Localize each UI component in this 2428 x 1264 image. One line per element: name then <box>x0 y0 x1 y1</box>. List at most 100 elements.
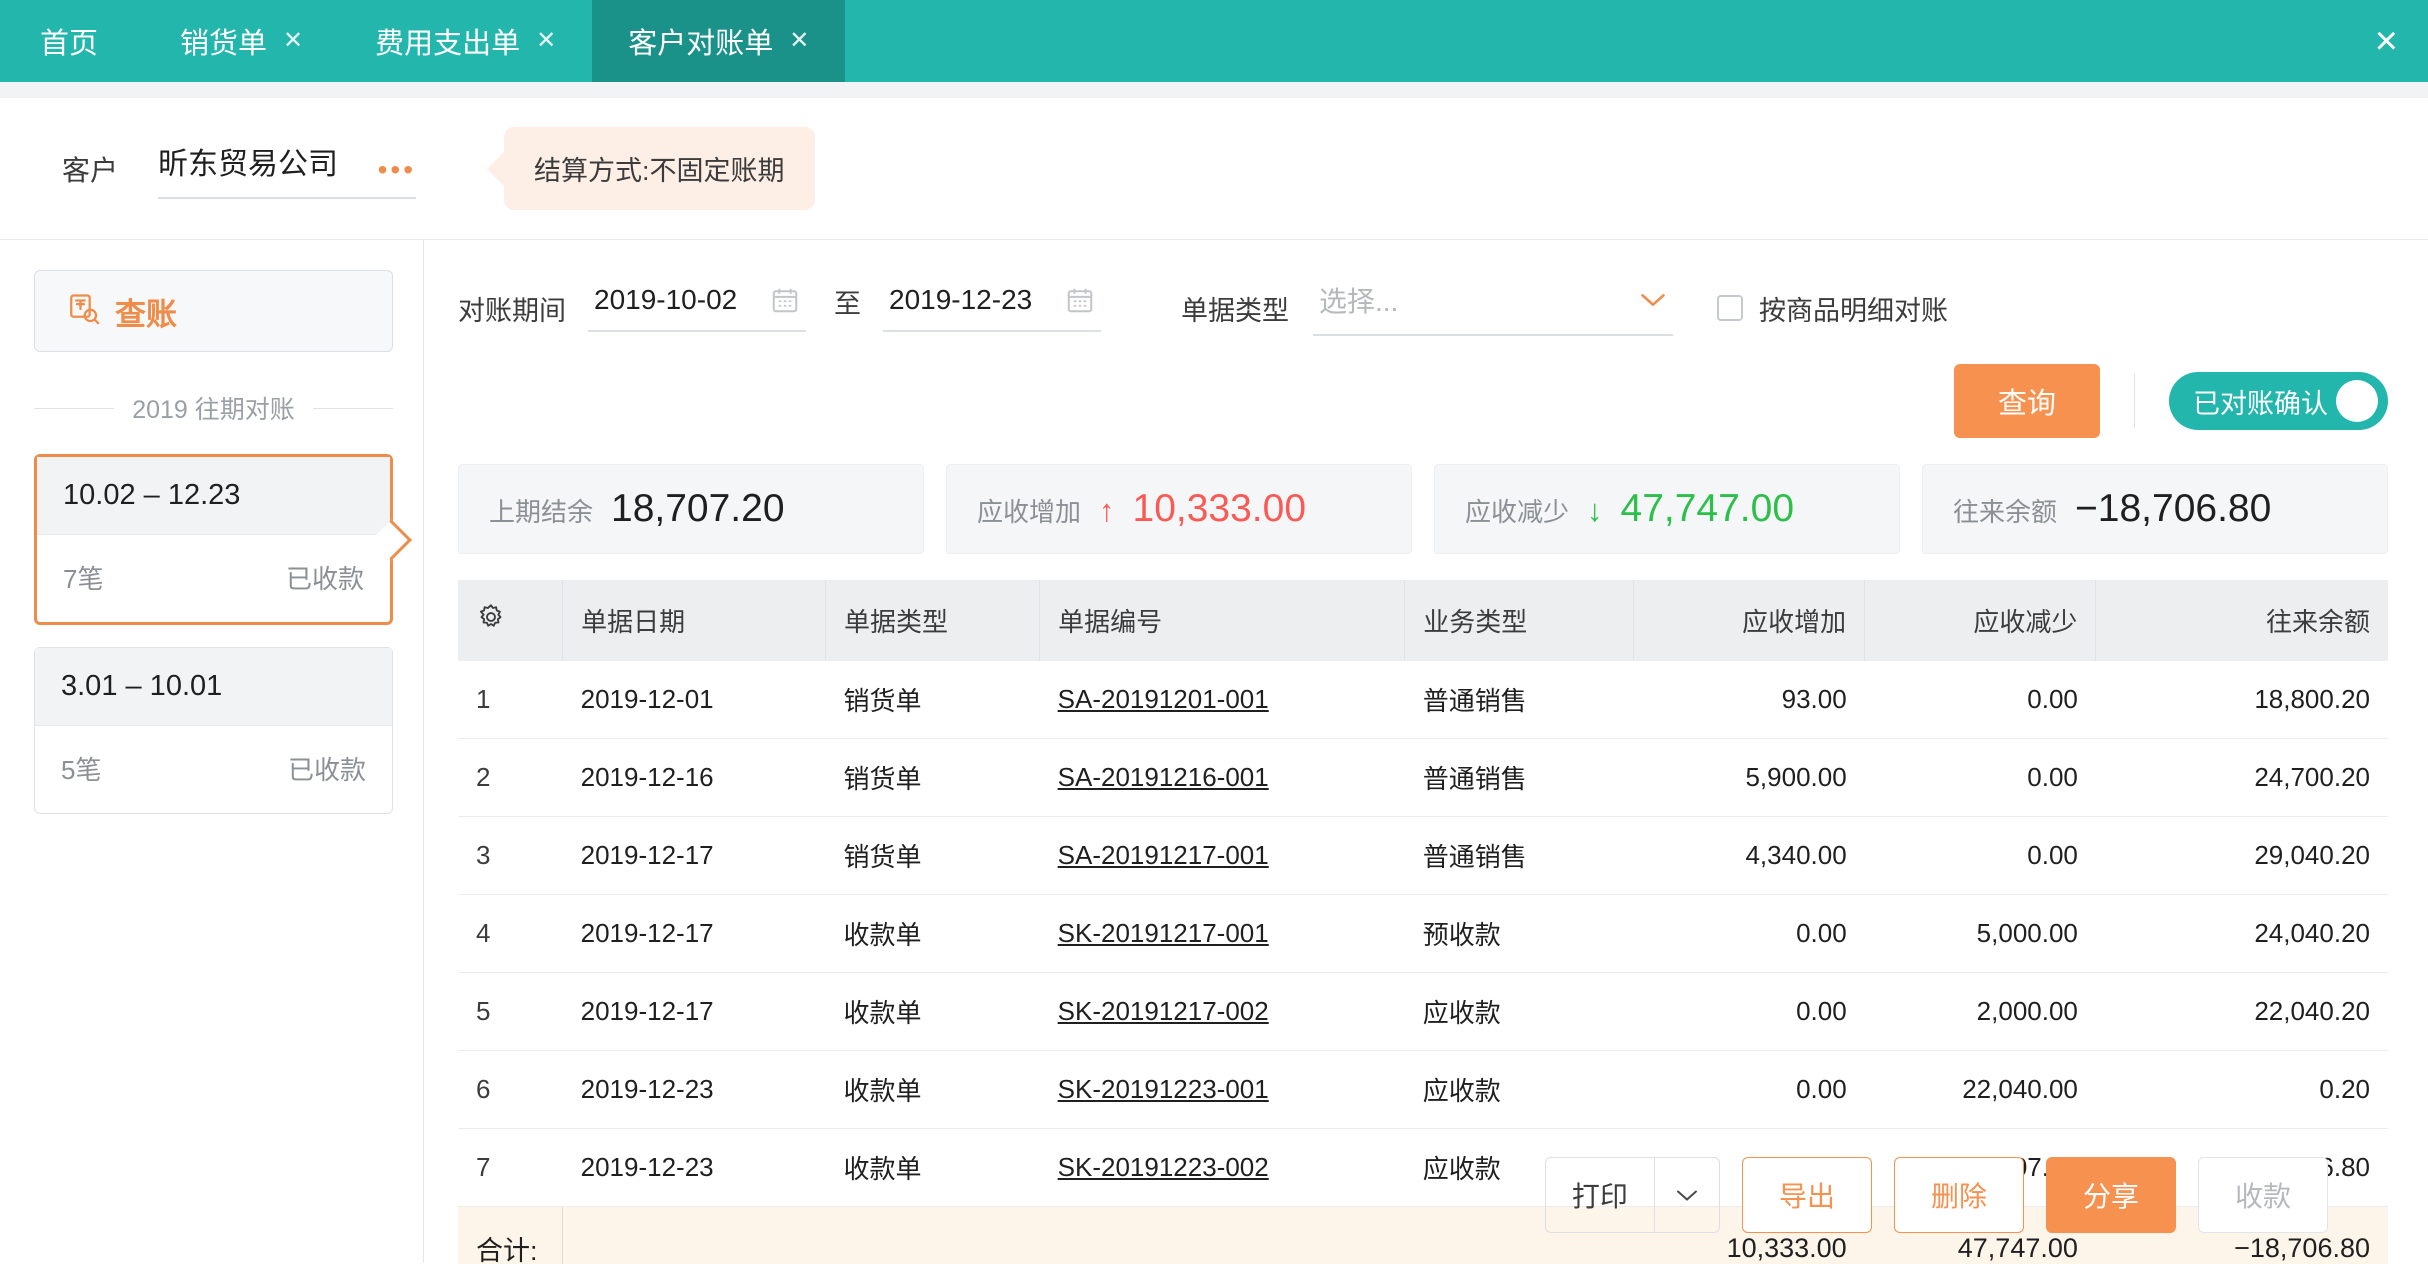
doc-link[interactable]: SA-20191201-001 <box>1057 684 1269 714</box>
doc-link[interactable]: SK-20191223-001 <box>1057 1074 1269 1104</box>
cell-decrease: 5,000.00 <box>1864 894 2096 973</box>
summary-card-receivable-increase: 应收增加 ↑ 10,333.00 <box>946 464 1412 554</box>
date-from-value: 2019-10-02 <box>594 284 738 315</box>
doc-link[interactable]: SK-20191217-002 <box>1057 996 1269 1026</box>
header-spacer <box>0 82 2428 98</box>
cell-doc-type: 销货单 <box>825 661 1040 739</box>
doctype-filter-label: 单据类型 <box>1181 295 1289 326</box>
header-increase[interactable]: 应收增加 <box>1633 580 1866 661</box>
cell-doc-no[interactable]: SA-20191216-001 <box>1039 738 1405 817</box>
cell-decrease: 0.00 <box>1864 661 2096 739</box>
doc-link[interactable]: SK-20191217-001 <box>1057 918 1269 948</box>
cell-doc-no[interactable]: SA-20191217-001 <box>1039 816 1405 895</box>
toggle-knob[interactable] <box>2336 380 2378 422</box>
card-value: 10,333.00 <box>1132 487 1307 530</box>
print-split-button[interactable]: 打印 <box>1544 1157 1720 1233</box>
cell-doc-no[interactable]: SK-20191217-002 <box>1039 972 1405 1051</box>
card-label: 应收减少 <box>1465 497 1570 527</box>
totals-empty-type <box>825 1206 1040 1264</box>
summary-card-opening-balance: 上期结余 18,707.20 <box>458 464 924 554</box>
window-close-icon[interactable]: × <box>2374 18 2398 63</box>
calendar-icon[interactable] <box>770 285 800 315</box>
table-row[interactable]: 4 2019-12-17 收款单 SK-20191217-001 预收款 0.0… <box>458 894 2388 973</box>
header-biz-type[interactable]: 业务类型 <box>1404 580 1634 661</box>
cell-index: 7 <box>458 1128 563 1207</box>
period-card[interactable]: 3.01 – 10.01 5笔 已收款 <box>34 647 393 814</box>
cell-doc-type: 收款单 <box>825 1050 1040 1129</box>
cell-date: 2019-12-23 <box>562 1050 826 1129</box>
export-button[interactable]: 导出 <box>1741 1157 1872 1233</box>
chevron-down-icon[interactable] <box>1639 287 1667 313</box>
tab-sales-order[interactable]: 销货单 ✕ <box>144 0 339 82</box>
customer-label: 客户 <box>62 154 119 186</box>
reconcile-confirm-toggle[interactable]: 已对账确认 <box>2169 372 2388 430</box>
cell-index: 2 <box>458 738 563 817</box>
header-doc-no[interactable]: 单据编号 <box>1039 580 1406 661</box>
cell-biz-type: 普通销售 <box>1404 738 1634 817</box>
date-from-input[interactable]: 2019-10-02 <box>588 284 806 332</box>
doctype-select[interactable]: 选择... <box>1313 280 1673 336</box>
tab-expense-order[interactable]: 费用支出单 ✕ <box>339 0 592 82</box>
cell-doc-no[interactable]: SK-20191223-002 <box>1039 1128 1405 1207</box>
doc-link[interactable]: SA-20191217-001 <box>1057 840 1269 870</box>
card-value: −18,706.80 <box>2075 487 2272 530</box>
check-account-icon <box>67 292 101 331</box>
period-status: 已收款 <box>285 564 364 594</box>
share-button[interactable]: 分享 <box>2045 1157 2176 1233</box>
cell-decrease: 22,040.00 <box>1864 1050 2096 1129</box>
customer-more-icon[interactable]: ••• <box>377 154 417 186</box>
table-row[interactable]: 3 2019-12-17 销货单 SA-20191217-001 普通销售 4,… <box>458 816 2388 895</box>
arrow-up-icon: ↑ <box>1099 493 1115 528</box>
checkbox-box[interactable] <box>1717 295 1743 321</box>
cell-doc-no[interactable]: SK-20191223-001 <box>1039 1050 1405 1129</box>
period-card-selected[interactable]: 10.02 – 12.23 7笔 已收款 <box>34 454 393 625</box>
date-to-input[interactable]: 2019-12-23 <box>883 284 1101 332</box>
detail-statement-checkbox[interactable]: 按商品明细对账 <box>1717 289 1948 328</box>
cell-index: 6 <box>458 1050 563 1129</box>
header-doc-date[interactable]: 单据日期 <box>562 580 826 661</box>
period-count: 7笔 <box>63 564 104 594</box>
table-row[interactable]: 5 2019-12-17 收款单 SK-20191217-002 应收款 0.0… <box>458 972 2388 1051</box>
tab-close-icon[interactable]: ✕ <box>283 27 304 54</box>
detail-statement-label: 按商品明细对账 <box>1759 295 1948 326</box>
delete-button[interactable]: 删除 <box>1893 1157 2024 1233</box>
card-value: 18,707.20 <box>611 487 785 530</box>
print-dropdown-caret-icon[interactable] <box>1653 1158 1719 1232</box>
table-row[interactable]: 2 2019-12-16 销货单 SA-20191216-001 普通销售 5,… <box>458 738 2388 817</box>
cell-doc-type: 销货单 <box>825 816 1040 895</box>
customer-field[interactable]: 昕东贸易公司 ••• <box>158 139 417 199</box>
table-row[interactable]: 1 2019-12-01 销货单 SA-20191201-001 普通销售 93… <box>458 661 2388 739</box>
cell-decrease: 0.00 <box>1864 738 2096 817</box>
tab-close-icon[interactable]: ✕ <box>536 27 557 54</box>
customer-bar: 客户 昕东贸易公司 ••• 结算方式:不固定账期 <box>0 98 2428 240</box>
cell-biz-type: 应收款 <box>1404 1128 1634 1207</box>
table-row[interactable]: 6 2019-12-23 收款单 SK-20191223-001 应收款 0.0… <box>458 1050 2388 1129</box>
summary-card-current-balance: 往来余额 −18,706.80 <box>1922 464 2388 554</box>
cell-doc-no[interactable]: SK-20191217-001 <box>1039 894 1405 973</box>
tab-bar: 首页 销货单 ✕ 费用支出单 ✕ 客户对账单 ✕ × <box>0 0 2428 82</box>
table-head: 单据日期 单据类型 单据编号 业务类型 应收增加 应收减少 往来余额 <box>458 580 2388 661</box>
print-button[interactable]: 打印 <box>1571 1181 1628 1212</box>
tab-home[interactable]: 首页 <box>0 0 144 82</box>
period-status: 已收款 <box>287 755 366 785</box>
history-title: 2019 往期对账 <box>132 396 295 424</box>
header-doc-type[interactable]: 单据类型 <box>825 580 1041 661</box>
summary-cards: 上期结余 18,707.20 应收增加 ↑ 10,333.00 应收减少 ↓ 4… <box>458 464 2388 554</box>
doc-link[interactable]: SK-20191223-002 <box>1057 1152 1269 1182</box>
cell-increase: 5,900.00 <box>1633 738 1865 817</box>
calendar-icon[interactable] <box>1065 285 1095 315</box>
cell-index: 5 <box>458 972 563 1051</box>
receive-payment-button: 收款 <box>2197 1157 2328 1233</box>
query-button[interactable]: 查询 <box>1953 364 2100 438</box>
gear-icon[interactable] <box>476 604 506 638</box>
header-balance[interactable]: 往来余额 <box>2095 580 2388 661</box>
tab-customer-statement[interactable]: 客户对账单 ✕ <box>592 0 846 82</box>
doc-link[interactable]: SA-20191216-001 <box>1057 762 1269 792</box>
cell-doc-no[interactable]: SA-20191201-001 <box>1039 661 1405 739</box>
check-account-button[interactable]: 查账 <box>34 270 393 352</box>
header-decrease[interactable]: 应收减少 <box>1864 580 2097 661</box>
tab-close-icon[interactable]: ✕ <box>789 27 810 54</box>
column-settings-header[interactable] <box>458 580 564 661</box>
cell-balance: 24,700.20 <box>2095 738 2388 817</box>
card-label: 上期结余 <box>489 497 594 527</box>
